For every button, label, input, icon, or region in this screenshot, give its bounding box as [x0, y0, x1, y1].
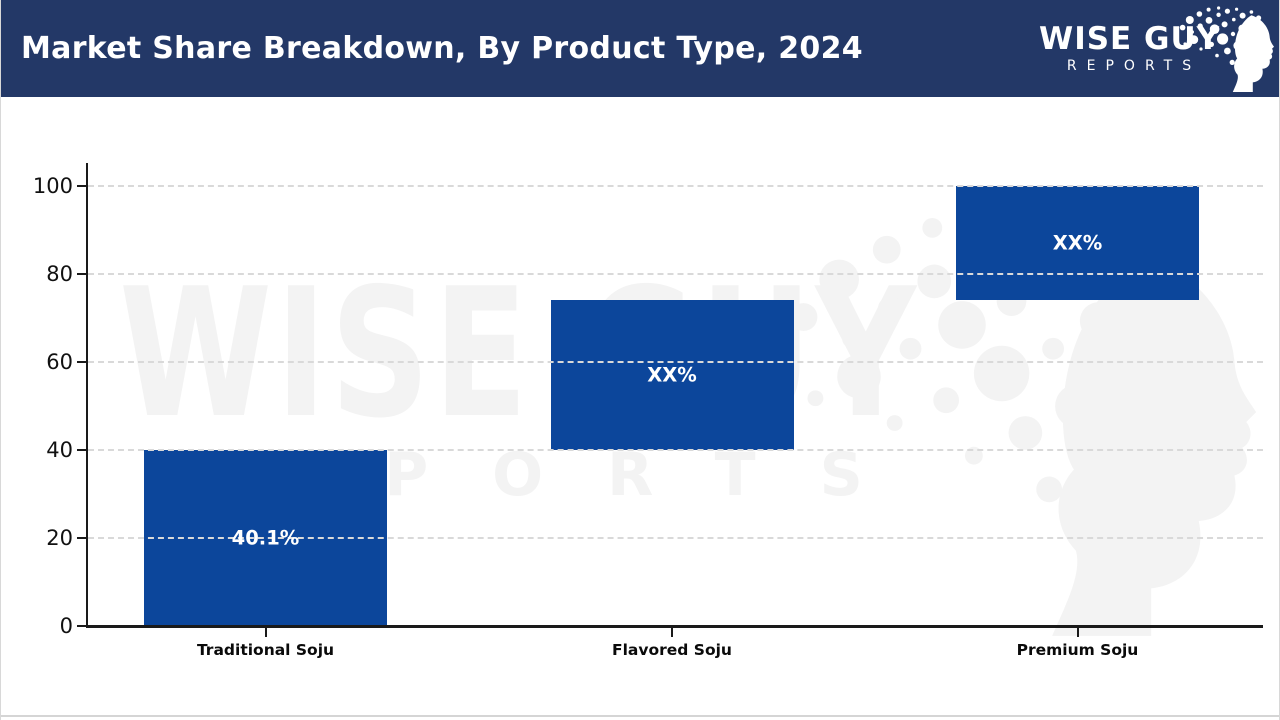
- y-axis-line: [86, 163, 88, 627]
- logo-reports-text: REPORTS: [1066, 58, 1202, 74]
- x-tick-premium-soju: [1076, 628, 1079, 637]
- y-tick-label-80: 80: [46, 262, 73, 286]
- x-category-label-premium-soju: Premium Soju: [1016, 641, 1139, 659]
- page-title: Market Share Breakdown, By Product Type,…: [21, 31, 863, 66]
- bar-premium-soju: [956, 186, 1199, 301]
- wiseguy-logo-head-icon: [1173, 5, 1277, 93]
- bar-value-label-traditional-soju: 40.1%: [231, 526, 300, 550]
- gridline-80: [88, 273, 1263, 275]
- y-tick-0: [77, 625, 86, 627]
- x-category-label-flavored-soju: Flavored Soju: [612, 641, 732, 659]
- gridline-20: [88, 537, 1263, 539]
- y-tick-80: [77, 273, 86, 275]
- y-tick-60: [77, 361, 86, 363]
- x-category-label-traditional-soju: Traditional Soju: [196, 641, 335, 659]
- footer-divider: [1, 715, 1279, 717]
- y-tick-label-40: 40: [46, 438, 73, 462]
- gridline-100: [88, 185, 1263, 187]
- y-tick-40: [77, 449, 86, 451]
- bar-flavored-soju: [550, 300, 794, 450]
- x-axis-line: [86, 625, 1263, 628]
- y-tick-label-100: 100: [32, 174, 73, 198]
- bar-value-label-flavored-soju: XX%: [647, 363, 697, 387]
- x-tick-flavored-soju: [671, 628, 673, 637]
- x-tick-traditional-soju: [264, 628, 267, 637]
- y-tick-20: [77, 537, 86, 539]
- y-tick-label-20: 20: [46, 526, 73, 550]
- bar-value-label-premium-soju: XX%: [1052, 231, 1103, 255]
- gridline-40: [88, 449, 1263, 451]
- y-tick-100: [77, 185, 86, 187]
- y-tick-label-0: 0: [59, 614, 73, 638]
- header-bar: Market Share Breakdown, By Product Type,…: [1, 0, 1279, 97]
- gridline-60: [88, 361, 1263, 363]
- logo-wiseguy-text: WISE GUY: [1039, 21, 1221, 57]
- y-tick-label-60: 60: [46, 350, 73, 374]
